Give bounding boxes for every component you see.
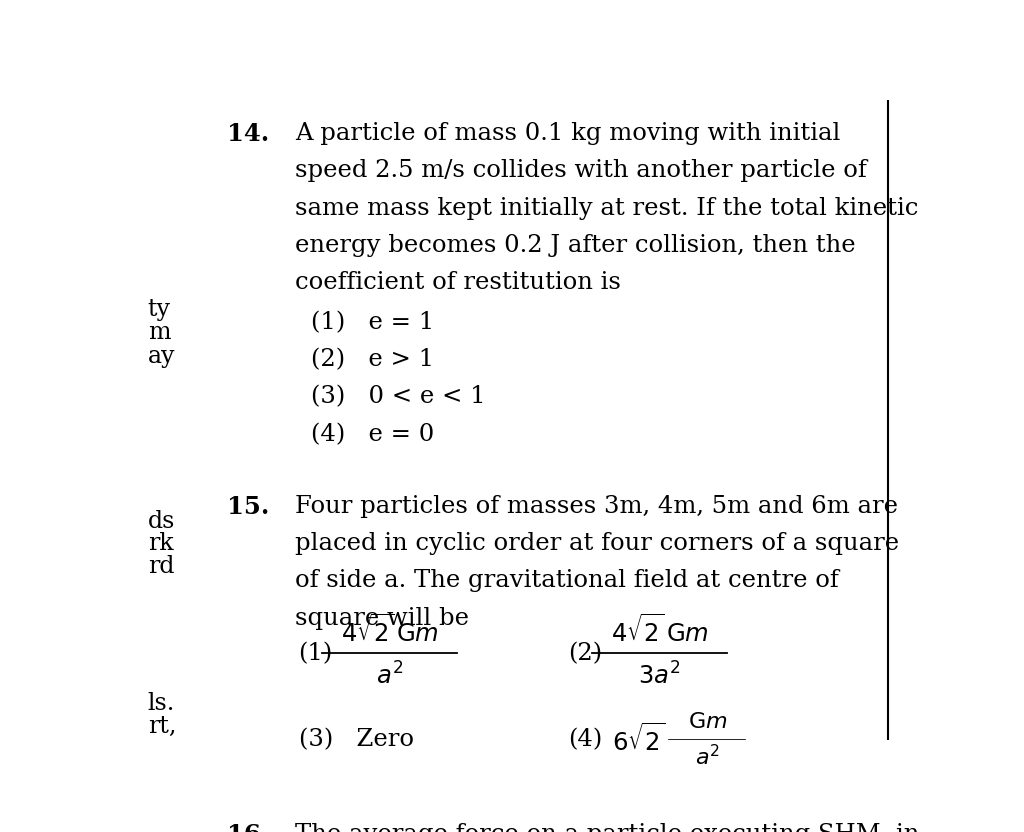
Text: $a^2$: $a^2$ xyxy=(695,745,720,770)
Text: ls.: ls. xyxy=(147,692,175,716)
Text: ds: ds xyxy=(147,510,175,532)
Text: 16.: 16. xyxy=(227,823,269,832)
Text: coefficient of restitution is: coefficient of restitution is xyxy=(295,271,621,294)
Text: $a^2$: $a^2$ xyxy=(377,662,403,690)
Text: speed 2.5 m/s collides with another particle of: speed 2.5 m/s collides with another part… xyxy=(295,160,866,182)
Text: (2)   e > 1: (2) e > 1 xyxy=(310,349,433,371)
Text: (4): (4) xyxy=(568,728,603,751)
Text: (1)   e = 1: (1) e = 1 xyxy=(310,311,434,334)
Text: Four particles of masses 3m, 4m, 5m and 6m are: Four particles of masses 3m, 4m, 5m and … xyxy=(295,495,898,518)
Text: same mass kept initially at rest. If the total kinetic: same mass kept initially at rest. If the… xyxy=(295,196,919,220)
Text: (4)   e = 0: (4) e = 0 xyxy=(310,423,434,446)
Text: (2): (2) xyxy=(568,641,602,665)
Text: m: m xyxy=(147,321,170,344)
Text: The average force on a particle executing SHM, in: The average force on a particle executin… xyxy=(295,823,919,832)
Text: placed in cyclic order at four corners of a square: placed in cyclic order at four corners o… xyxy=(295,532,899,555)
Text: $6\sqrt{2}$: $6\sqrt{2}$ xyxy=(612,724,666,756)
Text: rt,: rt, xyxy=(147,715,176,738)
Text: of side a. The gravitational field at centre of: of side a. The gravitational field at ce… xyxy=(295,569,839,592)
Text: A particle of mass 0.1 kg moving with initial: A particle of mass 0.1 kg moving with in… xyxy=(295,122,840,146)
Text: (3)   Zero: (3) Zero xyxy=(299,728,414,751)
Text: $3a^2$: $3a^2$ xyxy=(638,662,681,690)
Text: ty: ty xyxy=(147,299,171,321)
Text: (3)   0 < e < 1: (3) 0 < e < 1 xyxy=(310,385,485,409)
Text: 14.: 14. xyxy=(227,122,269,146)
Text: $4\sqrt{2}\,\mathrm{G}m$: $4\sqrt{2}\,\mathrm{G}m$ xyxy=(341,615,439,647)
Text: rk: rk xyxy=(147,532,173,555)
Text: $\mathrm{G}m$: $\mathrm{G}m$ xyxy=(688,711,727,733)
Text: $4\sqrt{2}\,\mathrm{G}m$: $4\sqrt{2}\,\mathrm{G}m$ xyxy=(610,615,709,647)
Text: square will be: square will be xyxy=(295,607,469,630)
Text: energy becomes 0.2 J after collision, then the: energy becomes 0.2 J after collision, th… xyxy=(295,234,855,257)
Text: ay: ay xyxy=(147,344,175,368)
Text: rd: rd xyxy=(147,555,174,577)
Text: 15.: 15. xyxy=(227,495,269,519)
Text: (1): (1) xyxy=(299,641,333,665)
